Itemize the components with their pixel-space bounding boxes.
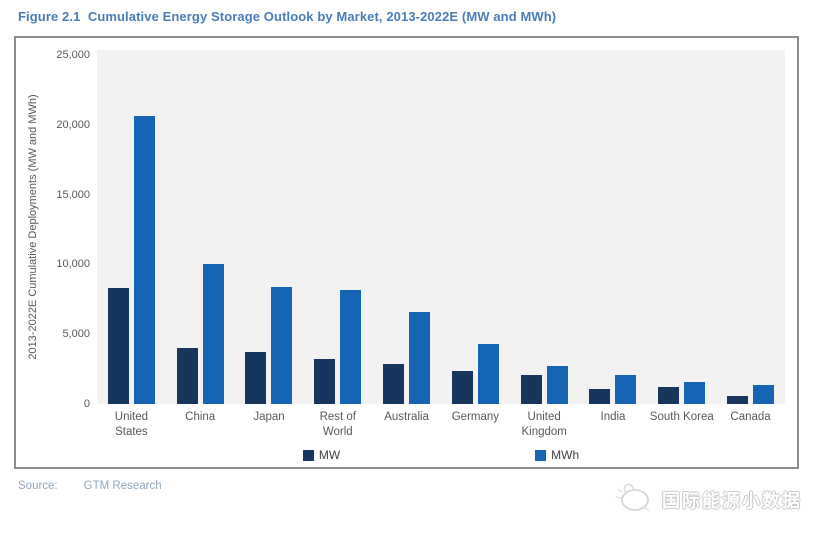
bar-mwh xyxy=(202,264,224,404)
bar-group xyxy=(97,50,166,404)
x-tick-label: United States xyxy=(114,411,149,438)
y-tick-label: 25,000 xyxy=(56,49,90,61)
bar-mwh xyxy=(615,375,637,404)
x-tick-label: Canada xyxy=(730,411,771,423)
bar-group xyxy=(579,50,648,404)
legend-label: MWh xyxy=(551,448,580,462)
legend-swatch-mwh xyxy=(535,449,547,461)
bar-mw xyxy=(658,387,680,404)
x-tick-label: Rest of World xyxy=(319,411,356,438)
bar-group xyxy=(235,50,304,404)
bar-mwh xyxy=(271,286,293,404)
legend: MW MWh xyxy=(97,448,785,462)
figure-title: Figure 2.1 Cumulative Energy Storage Out… xyxy=(18,9,557,24)
bar-mw xyxy=(727,395,749,404)
x-tick-label: Australia xyxy=(384,411,429,423)
bar-mw xyxy=(383,363,405,404)
bar-group xyxy=(303,50,372,404)
bar-mwh xyxy=(340,289,362,404)
plot-area xyxy=(97,50,785,404)
x-tick-label: India xyxy=(600,411,626,423)
source-label: Source: xyxy=(18,480,58,492)
source-row: Source: GTM Research xyxy=(18,480,162,492)
legend-swatch-mw xyxy=(302,449,314,461)
bar-mw xyxy=(314,359,336,404)
bar-mw xyxy=(245,352,267,404)
bar-mwh xyxy=(753,385,775,404)
chart: 2013-2022E Cumulative Deployments (MW an… xyxy=(14,36,799,469)
x-tick-label: China xyxy=(185,411,216,423)
bar-mw xyxy=(107,288,129,404)
y-tick-label: 10,000 xyxy=(56,258,90,271)
x-tick-label: South Korea xyxy=(649,411,714,423)
watermark-text: 国际能源小数据 xyxy=(662,490,802,511)
bar-mw xyxy=(520,374,542,404)
y-tick-label: 5,000 xyxy=(62,328,90,341)
source-value: GTM Research xyxy=(83,480,162,492)
y-tick-label: 15,000 xyxy=(56,188,90,201)
bar-group xyxy=(647,50,716,404)
x-tick-label: Germany xyxy=(451,411,500,423)
sketch-bulb-icon xyxy=(612,479,654,520)
bar-group xyxy=(510,50,579,404)
watermark: 国际能源小数据 xyxy=(612,479,802,520)
bar-group xyxy=(716,50,785,404)
y-axis-ticks: 0 5,000 10,000 15,000 20,000 25,000 xyxy=(16,38,90,471)
x-tick-label: Japan xyxy=(253,411,285,423)
legend-item-mw: MW xyxy=(302,448,341,462)
y-tick-label: 0 xyxy=(83,398,90,410)
bar-mwh xyxy=(546,366,568,404)
bar-mwh xyxy=(409,311,431,404)
bar-group xyxy=(441,50,510,404)
bar-mwh xyxy=(133,116,155,404)
bar-mw xyxy=(176,348,198,404)
bar-mw xyxy=(451,370,473,404)
x-axis-labels: United States China Japan Rest of World Aust… xyxy=(97,410,785,440)
bar-group xyxy=(372,50,441,404)
legend-item-mwh: MWh xyxy=(535,448,579,462)
legend-label: MW xyxy=(318,448,341,462)
bar-mw xyxy=(589,389,611,404)
y-tick-label: 20,000 xyxy=(56,118,90,131)
bar-mwh xyxy=(684,382,706,404)
bar-mwh xyxy=(477,344,499,404)
x-tick-label: United Kingdom xyxy=(521,411,567,438)
bar-group xyxy=(166,50,235,404)
